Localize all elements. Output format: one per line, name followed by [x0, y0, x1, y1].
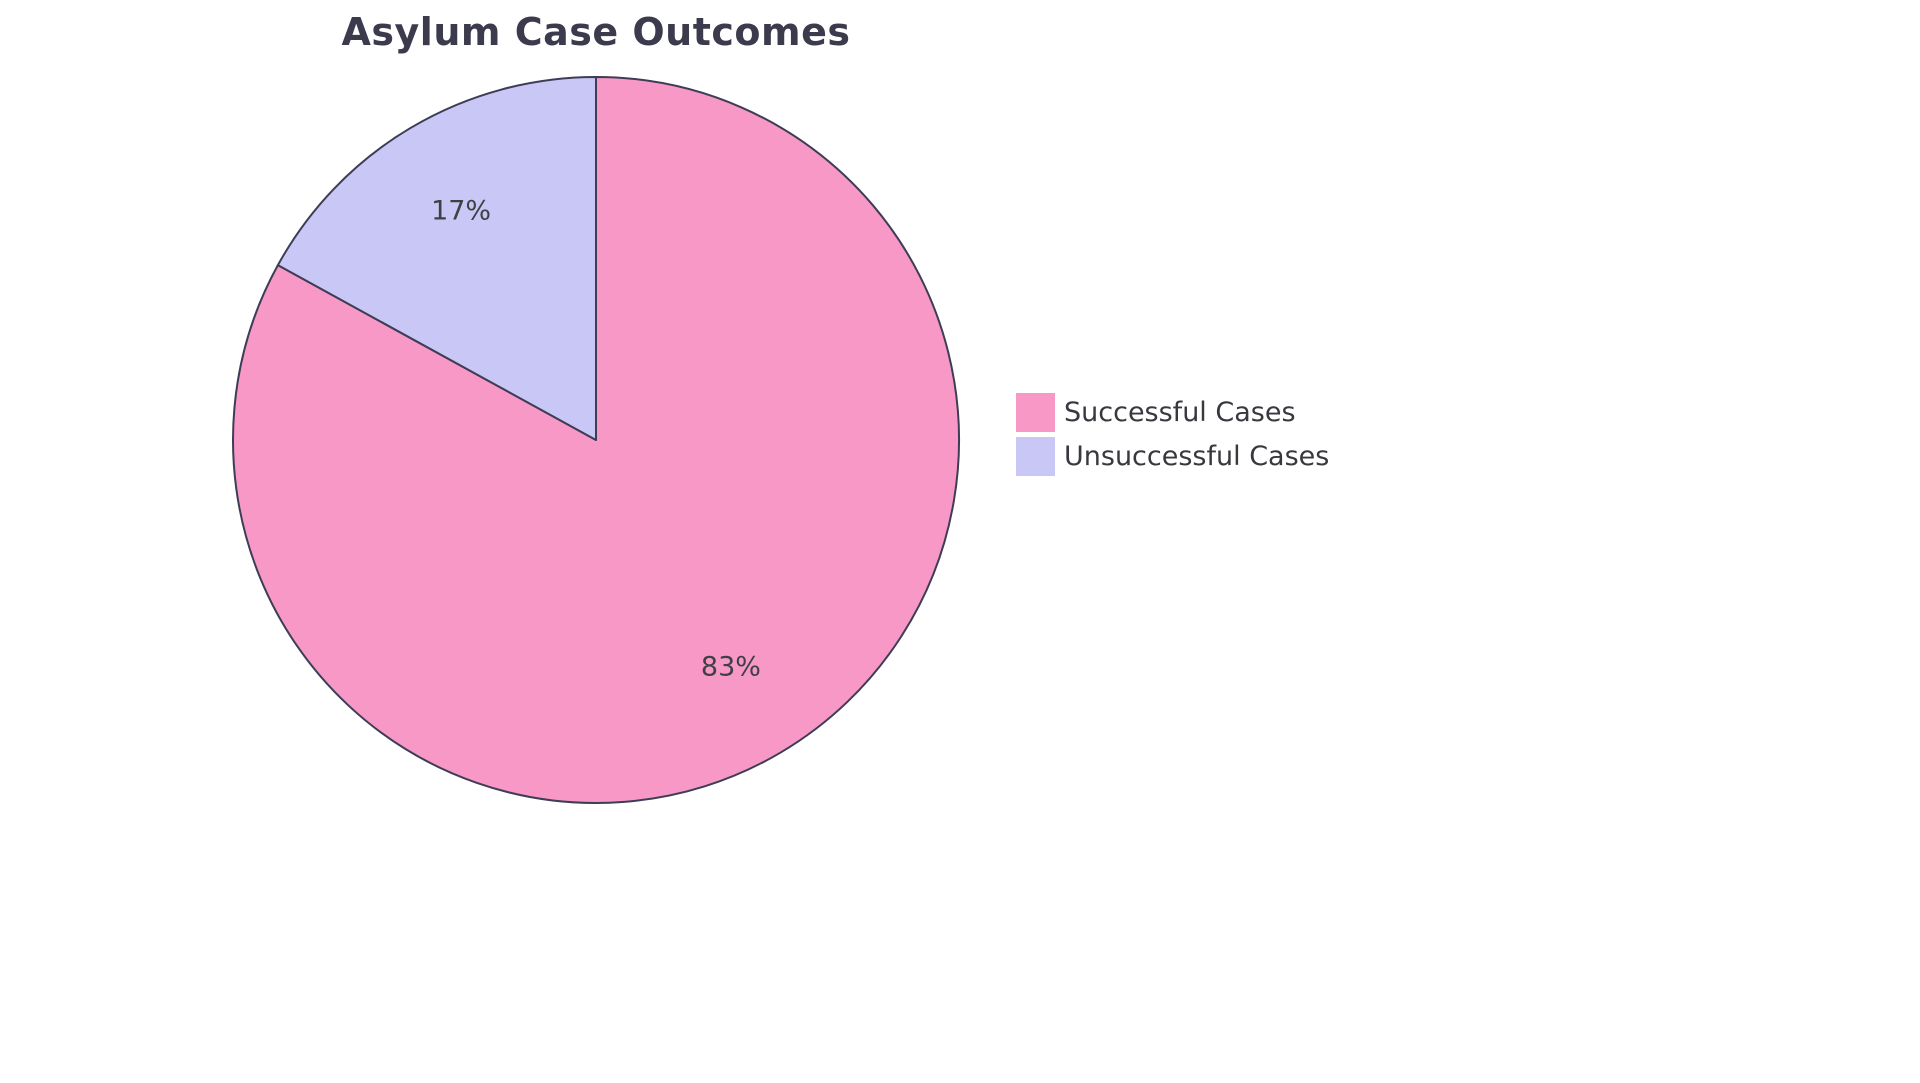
pie-slice-unsuccessful-cases[interactable] [276, 76, 597, 441]
legend-swatch-unsuccessful-cases [1016, 437, 1055, 476]
legend-label-successful-cases: Successful Cases [1064, 397, 1296, 428]
legend-label-unsuccessful-cases: Unsuccessful Cases [1064, 441, 1330, 472]
legend-item-unsuccessful-cases[interactable]: Unsuccessful Cases [1016, 437, 1329, 476]
pie-slice-percent-label: 17% [431, 195, 491, 226]
legend-swatch-successful-cases [1016, 393, 1055, 432]
pie-slice-percent-label: 83% [701, 652, 761, 683]
chart-title: Asylum Case Outcomes [341, 10, 851, 54]
legend-item-successful-cases[interactable]: Successful Cases [1016, 393, 1329, 432]
legend: Successful Cases Unsuccessful Cases [1016, 393, 1329, 481]
